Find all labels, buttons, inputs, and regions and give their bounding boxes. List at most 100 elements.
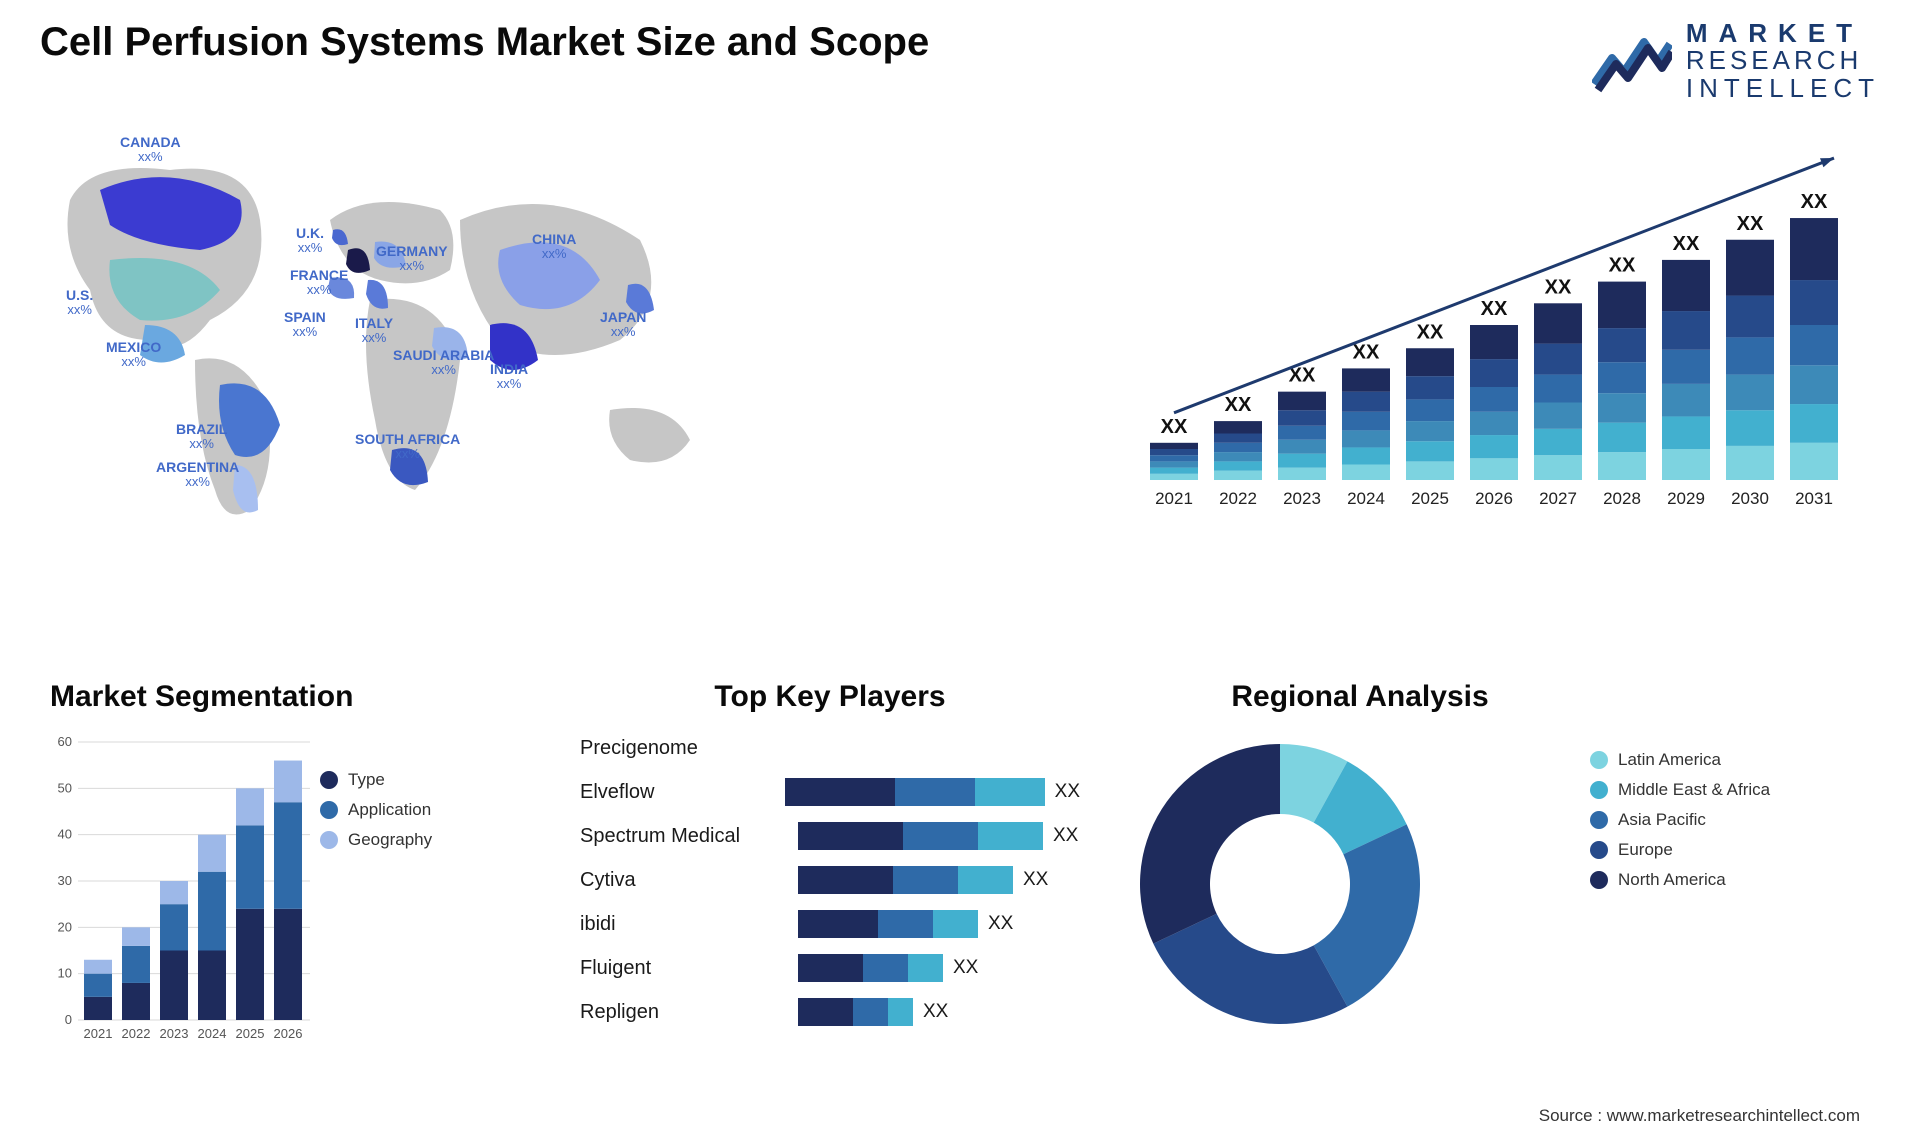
country-name: JAPAN xyxy=(600,310,646,325)
svg-text:XX: XX xyxy=(1673,233,1700,255)
map-label-spain: SPAINxx% xyxy=(284,310,326,340)
svg-text:XX: XX xyxy=(1737,213,1764,235)
legend-item: Geography xyxy=(320,830,480,850)
svg-text:40: 40 xyxy=(58,827,72,842)
player-row: Spectrum MedicalXX xyxy=(580,814,1080,858)
player-value: XX xyxy=(1023,869,1048,891)
svg-text:2029: 2029 xyxy=(1667,489,1705,508)
map-label-south-africa: SOUTH AFRICAxx% xyxy=(355,432,460,462)
player-bar-segment xyxy=(798,866,893,894)
svg-text:2026: 2026 xyxy=(274,1026,303,1041)
country-pct: xx% xyxy=(296,241,324,255)
country-pct: xx% xyxy=(120,150,181,164)
country-name: CHINA xyxy=(532,232,576,247)
regional-section: Regional Analysis xyxy=(1130,680,1590,1034)
svg-text:XX: XX xyxy=(1609,255,1636,277)
legend-swatch xyxy=(320,771,338,789)
player-value: XX xyxy=(1053,825,1078,847)
brand-logo: MARKET RESEARCH INTELLECT xyxy=(1592,20,1880,102)
logo-line1: MARKET xyxy=(1686,20,1880,47)
segmentation-chart: 0102030405060202120222023202420252026 xyxy=(50,732,310,1042)
svg-text:2026: 2026 xyxy=(1475,489,1513,508)
country-pct: xx% xyxy=(490,377,528,391)
svg-text:2022: 2022 xyxy=(122,1026,151,1041)
player-bar-segment xyxy=(975,778,1045,806)
legend-swatch xyxy=(320,801,338,819)
svg-text:XX: XX xyxy=(1545,276,1572,298)
country-name: SOUTH AFRICA xyxy=(355,432,460,447)
map-label-brazil: BRAZILxx% xyxy=(176,422,227,452)
country-pct: xx% xyxy=(156,475,239,489)
country-name: ARGENTINA xyxy=(156,460,239,475)
country-name: SPAIN xyxy=(284,310,326,325)
player-bar-wrap: XX xyxy=(798,822,1080,850)
country-name: U.S. xyxy=(66,288,93,303)
svg-text:XX: XX xyxy=(1353,341,1380,363)
legend-item: North America xyxy=(1590,870,1850,890)
regional-title: Regional Analysis xyxy=(1130,680,1590,714)
player-bar-segment xyxy=(798,822,903,850)
svg-text:2021: 2021 xyxy=(84,1026,113,1041)
country-pct: xx% xyxy=(284,325,326,339)
player-row: Repligen XX xyxy=(580,990,1080,1034)
svg-text:XX: XX xyxy=(1801,191,1828,213)
legend-label: Application xyxy=(348,800,431,820)
regional-donut xyxy=(1130,734,1430,1034)
svg-text:2023: 2023 xyxy=(1283,489,1321,508)
world-map: CANADAxx%U.S.xx%MEXICOxx%BRAZILxx%ARGENT… xyxy=(30,130,740,530)
country-name: ITALY xyxy=(355,316,393,331)
player-bar-segment xyxy=(863,954,908,982)
player-bar-segment xyxy=(908,954,943,982)
segmentation-legend: TypeApplicationGeography xyxy=(320,760,480,860)
legend-label: Middle East & Africa xyxy=(1618,780,1770,800)
country-pct: xx% xyxy=(66,303,93,317)
svg-text:XX: XX xyxy=(1417,321,1444,343)
player-bar xyxy=(798,866,1013,894)
player-name: Repligen xyxy=(580,1001,780,1024)
svg-text:2024: 2024 xyxy=(198,1026,227,1041)
player-name: ibidi xyxy=(580,913,780,936)
country-name: U.K. xyxy=(296,226,324,241)
legend-label: Geography xyxy=(348,830,432,850)
svg-text:60: 60 xyxy=(58,734,72,749)
country-name: INDIA xyxy=(490,362,528,377)
players-list: PrecigenomeElveflowXXSpectrum MedicalXXC… xyxy=(580,726,1080,1034)
player-bar-segment xyxy=(958,866,1013,894)
country-pct: xx% xyxy=(393,363,494,377)
player-bar-wrap: XX xyxy=(785,778,1080,806)
player-bar-segment xyxy=(798,910,878,938)
logo-line2: RESEARCH xyxy=(1686,47,1880,74)
player-row: ibidiXX xyxy=(580,902,1080,946)
country-pct: xx% xyxy=(355,331,393,345)
svg-text:2027: 2027 xyxy=(1539,489,1577,508)
map-label-china: CHINAxx% xyxy=(532,232,576,262)
svg-text:XX: XX xyxy=(1481,298,1508,320)
player-bar xyxy=(798,910,978,938)
player-value: XX xyxy=(923,1001,948,1023)
legend-swatch xyxy=(1590,871,1608,889)
player-bar xyxy=(798,998,913,1026)
country-name: FRANCE xyxy=(290,268,348,283)
growth-chart: XX2021XX2022XX2023XX2024XX2025XX2026XX20… xyxy=(1140,130,1860,530)
map-label-argentina: ARGENTINAxx% xyxy=(156,460,239,490)
country-pct: xx% xyxy=(355,447,460,461)
map-label-india: INDIAxx% xyxy=(490,362,528,392)
player-bar-wrap: XX xyxy=(798,866,1080,894)
logo-mark-icon xyxy=(1592,28,1672,94)
svg-text:30: 30 xyxy=(58,873,72,888)
country-name: MEXICO xyxy=(106,340,161,355)
player-bar-segment xyxy=(933,910,978,938)
legend-swatch xyxy=(1590,811,1608,829)
legend-label: North America xyxy=(1618,870,1726,890)
player-bar-segment xyxy=(853,998,888,1026)
country-pct: xx% xyxy=(290,283,348,297)
player-row: ElveflowXX xyxy=(580,770,1080,814)
players-section: Top Key Players PrecigenomeElveflowXXSpe… xyxy=(580,680,1080,1034)
map-label-u-s-: U.S.xx% xyxy=(66,288,93,318)
country-pct: xx% xyxy=(176,437,227,451)
legend-item: Latin America xyxy=(1590,750,1850,770)
player-name: Cytiva xyxy=(580,869,780,892)
player-bar xyxy=(785,778,1045,806)
svg-text:XX: XX xyxy=(1225,394,1252,416)
legend-swatch xyxy=(320,831,338,849)
